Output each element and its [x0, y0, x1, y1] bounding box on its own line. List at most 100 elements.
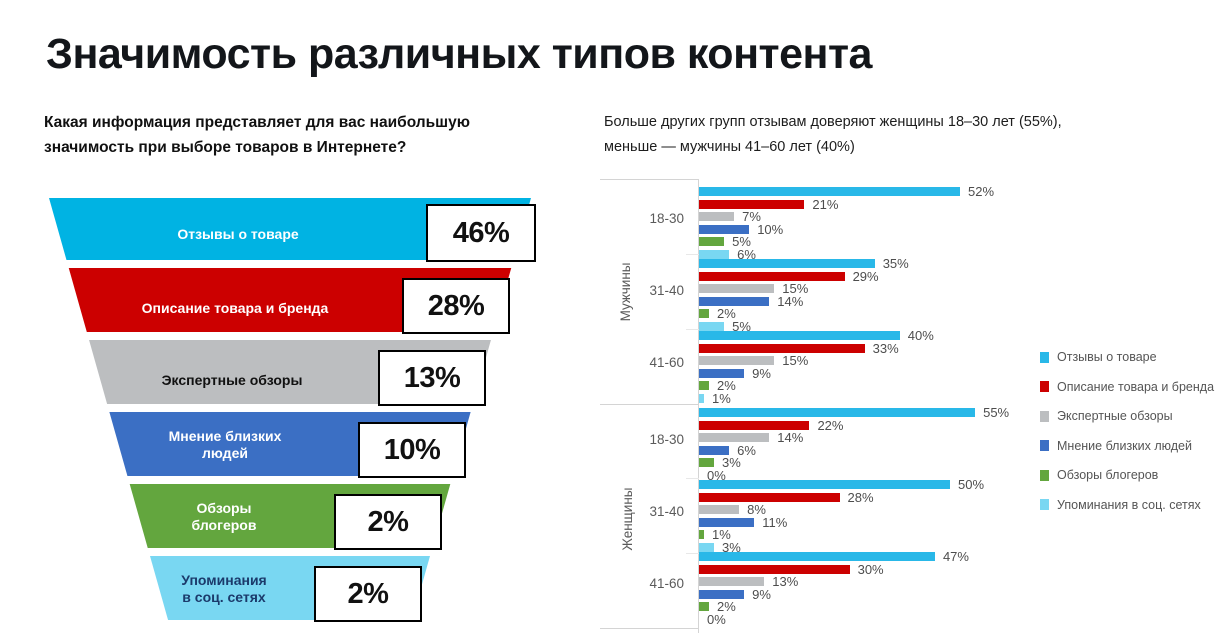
chart-bar-value: 2%	[717, 306, 736, 321]
chart-bar-value: 2%	[717, 378, 736, 393]
chart-bar-value: 55%	[983, 405, 1010, 420]
legend-item[interactable]: Упоминания в соц. сетях	[1040, 498, 1225, 512]
chart-bar-value: 2%	[717, 599, 736, 614]
chart-bar[interactable]	[699, 552, 935, 561]
chart-bar[interactable]	[699, 602, 710, 611]
chart-bar-value: 7%	[742, 209, 761, 224]
chart-bar-value: 50%	[958, 477, 985, 492]
chart-bar[interactable]	[699, 309, 710, 318]
chart-bar[interactable]	[699, 237, 725, 246]
chart-bar-value: 0%	[707, 467, 726, 483]
chart-bar[interactable]	[699, 542, 715, 552]
chart-bar-value: 5%	[732, 234, 751, 249]
chart-bar[interactable]	[699, 199, 805, 209]
chart-bar-value: 35%	[882, 256, 909, 271]
axis-category-tick	[686, 553, 699, 554]
chart-bar-value: 30%	[857, 561, 884, 577]
legend-label: Отзывы о товаре	[1057, 350, 1157, 364]
legend-label: Обзоры блогеров	[1057, 468, 1159, 482]
chart-bar[interactable]	[699, 296, 770, 306]
chart-bar[interactable]	[699, 368, 745, 378]
legend-item[interactable]: Экспертные обзоры	[1040, 409, 1225, 423]
chart-bar[interactable]	[699, 408, 976, 417]
funnel-segment[interactable]	[49, 198, 531, 260]
legend-swatch-icon	[1040, 410, 1049, 422]
chart-bar[interactable]	[699, 530, 705, 539]
legend-item[interactable]: Мнение близких людей	[1040, 439, 1225, 453]
funnel-segment[interactable]	[68, 268, 512, 332]
chart-group-label: Мужчины	[617, 262, 633, 322]
chart-bar-value: 14%	[777, 430, 804, 445]
chart-bar[interactable]	[699, 187, 961, 196]
chart-bar[interactable]	[699, 577, 765, 586]
chart-bar-value: 29%	[852, 268, 879, 284]
legend-swatch-icon	[1040, 440, 1049, 451]
chart-bar[interactable]	[699, 433, 770, 442]
chart-bar[interactable]	[699, 589, 745, 599]
legend-label: Описание товара и бренда	[1057, 379, 1215, 394]
chart-bar-value: 6%	[737, 442, 756, 458]
funnel-percent-box: 46%	[426, 204, 536, 262]
chart-bar[interactable]	[699, 321, 725, 331]
legend-item[interactable]: Отзывы о товаре	[1040, 350, 1225, 364]
left-question: Какая информация представляет для вас на…	[44, 110, 564, 160]
grouped-bar-chart: 18-30 52% 21% 7% 10% 5% 6% 31-40 35% 29% 15% 14% 2% 5…	[600, 175, 1225, 638]
subtitle-line-1: Больше других групп отзывам доверяют жен…	[604, 114, 1062, 130]
chart-bar[interactable]	[699, 480, 950, 489]
chart-bar-value: 22%	[817, 417, 844, 433]
chart-bar-value: 9%	[752, 586, 771, 602]
axis-category-tick	[686, 254, 699, 255]
chart-bar[interactable]	[699, 393, 705, 403]
page-title: Значимость различных типов контента	[46, 30, 872, 78]
chart-bar[interactable]	[699, 271, 845, 281]
axis-category-tick	[686, 478, 699, 479]
chart-bar[interactable]	[699, 343, 865, 353]
chart-bar[interactable]	[699, 331, 900, 340]
legend-swatch-icon	[1040, 469, 1049, 481]
subtitle-line-2: меньше — мужчины 41–60 лет (40%)	[604, 139, 855, 155]
funnel-percent-box: 13%	[378, 350, 486, 406]
chart-category-label: 18-30	[649, 211, 684, 226]
question-line-2: значимость при выборе товаров в Интернет…	[44, 139, 407, 156]
chart-bar[interactable]	[699, 381, 710, 390]
chart-bar-value: 9%	[752, 365, 771, 381]
chart-bar[interactable]	[699, 517, 755, 527]
chart-bar-value: 1%	[712, 390, 731, 406]
chart-category-label: 41-60	[649, 576, 684, 591]
chart-bar-value: 14%	[777, 293, 804, 309]
chart-bar-value: 1%	[712, 527, 731, 542]
chart-bar[interactable]	[699, 249, 730, 259]
chart-bar-value: 47%	[942, 549, 969, 564]
chart-bar-value: 52%	[968, 184, 995, 199]
chart-bar[interactable]	[699, 284, 775, 293]
axis-group-separator	[600, 628, 699, 629]
chart-bar[interactable]	[699, 564, 850, 574]
chart-bar-value: 28%	[847, 489, 874, 505]
axis-vertical-line	[698, 179, 699, 633]
chart-bar[interactable]	[699, 212, 735, 221]
chart-bar-value: 33%	[872, 340, 899, 356]
chart-bar-value: 13%	[772, 574, 799, 589]
chart-bar[interactable]	[699, 420, 810, 430]
funnel-shape	[49, 198, 531, 620]
axis-category-tick	[686, 329, 699, 330]
axis-group-separator	[600, 179, 699, 180]
chart-bar-value: 40%	[907, 328, 934, 343]
chart-bar[interactable]	[699, 224, 750, 234]
funnel-percent-box: 28%	[402, 278, 510, 334]
funnel-chart: Отзывы о товаре 46% Описание товара и брен…	[0, 0, 600, 638]
chart-bar[interactable]	[699, 445, 730, 455]
funnel-percent-box: 10%	[358, 422, 466, 478]
chart-bar[interactable]	[699, 505, 740, 514]
funnel-percent-box: 2%	[314, 566, 422, 622]
chart-bar-value: 15%	[782, 353, 809, 368]
chart-bar[interactable]	[699, 458, 715, 467]
chart-bar-value: 3%	[722, 539, 741, 555]
chart-bar-value: 21%	[812, 196, 839, 212]
legend-item[interactable]: Описание товара и бренда	[1040, 380, 1225, 394]
chart-legend: Отзывы о товаре Описание товара и бренда Э…	[1040, 350, 1225, 527]
chart-bar[interactable]	[699, 356, 775, 365]
chart-bar[interactable]	[699, 259, 875, 268]
legend-item[interactable]: Обзоры блогеров	[1040, 468, 1225, 482]
chart-bar[interactable]	[699, 492, 840, 502]
